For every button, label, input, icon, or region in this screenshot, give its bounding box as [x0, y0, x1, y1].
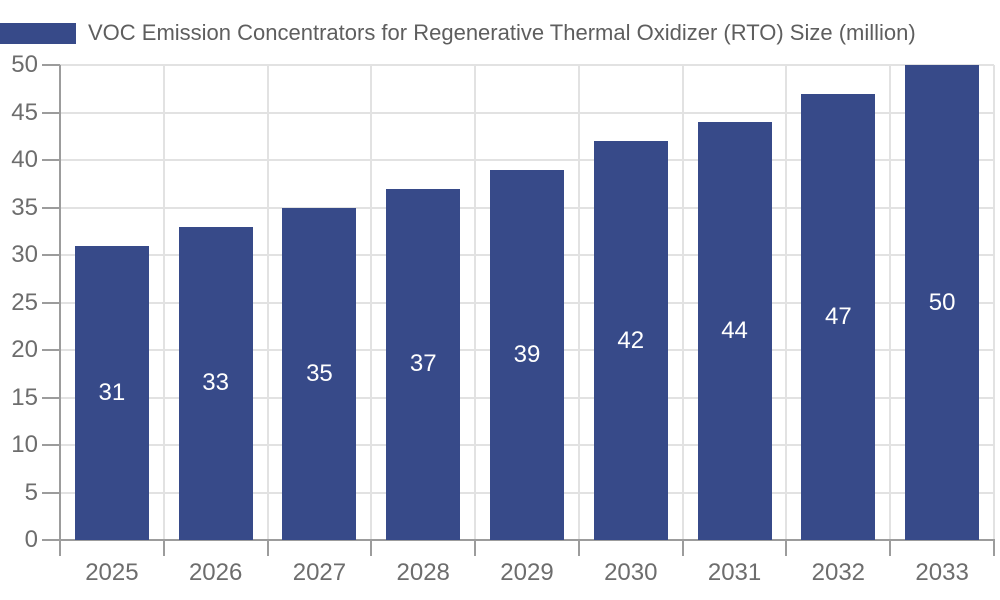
v-gridline — [889, 65, 892, 540]
x-axis-tick-label: 2032 — [811, 559, 866, 586]
v-gridline — [266, 65, 269, 540]
y-axis-tick — [42, 301, 60, 304]
v-gridline — [785, 65, 788, 540]
h-gridline — [60, 64, 994, 66]
bar-2031 — [697, 122, 772, 540]
x-axis-tick — [162, 540, 165, 556]
y-axis-tick-label: 10 — [11, 431, 38, 458]
bar-value-label: 39 — [513, 340, 541, 368]
v-gridline — [993, 65, 995, 540]
x-axis-tick — [577, 540, 580, 556]
bar-value-label: 37 — [409, 350, 437, 378]
x-axis-tick — [59, 540, 61, 556]
x-axis-tick — [993, 540, 995, 556]
y-axis-tick — [42, 444, 60, 446]
y-axis-tick-label: 45 — [11, 98, 38, 126]
y-axis-tick — [42, 111, 60, 114]
x-axis-line — [59, 539, 995, 541]
y-axis-tick-label: 0 — [24, 526, 38, 553]
y-axis-tick — [42, 206, 60, 209]
bar-2028 — [386, 188, 461, 540]
x-axis-tick — [474, 540, 477, 556]
x-axis-tick — [266, 540, 269, 556]
y-axis-tick-label: 35 — [11, 193, 38, 221]
y-axis-tick-label: 25 — [11, 288, 38, 316]
bar-value-label: 50 — [928, 288, 956, 316]
h-gridline — [60, 111, 994, 114]
x-axis-tick-label: 2033 — [915, 559, 969, 586]
v-gridline — [370, 65, 373, 540]
x-axis-tick — [889, 540, 892, 556]
x-axis-tick-label: 2030 — [604, 559, 658, 586]
bar-value-label: 31 — [98, 378, 126, 406]
y-axis-tick-label: 30 — [11, 241, 38, 268]
y-axis-tick — [42, 349, 60, 351]
y-axis-tick-label: 20 — [11, 336, 38, 363]
bar-value-label: 44 — [721, 317, 748, 344]
y-axis-tick — [42, 159, 60, 161]
bar-value-label: 47 — [824, 302, 852, 330]
y-axis-tick-label: 15 — [11, 383, 38, 411]
bar-value-label: 42 — [617, 326, 645, 354]
bar-2029 — [490, 169, 564, 540]
x-axis-tick-label: 2027 — [292, 559, 347, 586]
y-axis-tick-label: 5 — [24, 478, 38, 506]
bar-2032 — [801, 93, 876, 540]
x-axis-tick — [370, 540, 373, 556]
y-axis-tick — [42, 539, 60, 541]
x-axis-tick — [681, 540, 684, 556]
y-axis-line — [59, 65, 61, 540]
bar-value-label: 35 — [306, 359, 333, 387]
bar-value-label: 33 — [202, 369, 229, 397]
y-axis-tick — [42, 254, 60, 256]
legend-swatch — [0, 22, 76, 44]
bar-2030 — [593, 141, 668, 540]
x-axis-tick-label: 2031 — [707, 559, 762, 586]
bar-2025 — [74, 245, 149, 540]
x-axis-tick-label: 2028 — [396, 559, 450, 586]
bar-2026 — [178, 226, 253, 540]
x-axis-tick-label: 2025 — [85, 559, 139, 586]
bar-2027 — [282, 207, 357, 540]
legend-item[interactable]: VOC Emission Concentrators for Regenerat… — [0, 20, 916, 45]
v-gridline — [577, 65, 580, 540]
y-axis-tick — [42, 491, 60, 494]
x-axis-tick-label: 2026 — [188, 559, 243, 586]
y-axis-tick-label: 50 — [11, 51, 38, 78]
x-axis-tick-label: 2029 — [500, 559, 554, 586]
x-axis-tick — [785, 540, 788, 556]
h-gridline — [60, 159, 994, 161]
y-axis-tick-label: 40 — [11, 146, 38, 173]
chart-title: VOC Emission Concentrators for Regenerat… — [88, 20, 916, 45]
y-axis-tick — [42, 64, 60, 66]
v-gridline — [474, 65, 477, 540]
v-gridline — [162, 65, 165, 540]
bar-2033 — [905, 65, 980, 540]
v-gridline — [681, 65, 684, 540]
y-axis-tick — [42, 396, 60, 399]
